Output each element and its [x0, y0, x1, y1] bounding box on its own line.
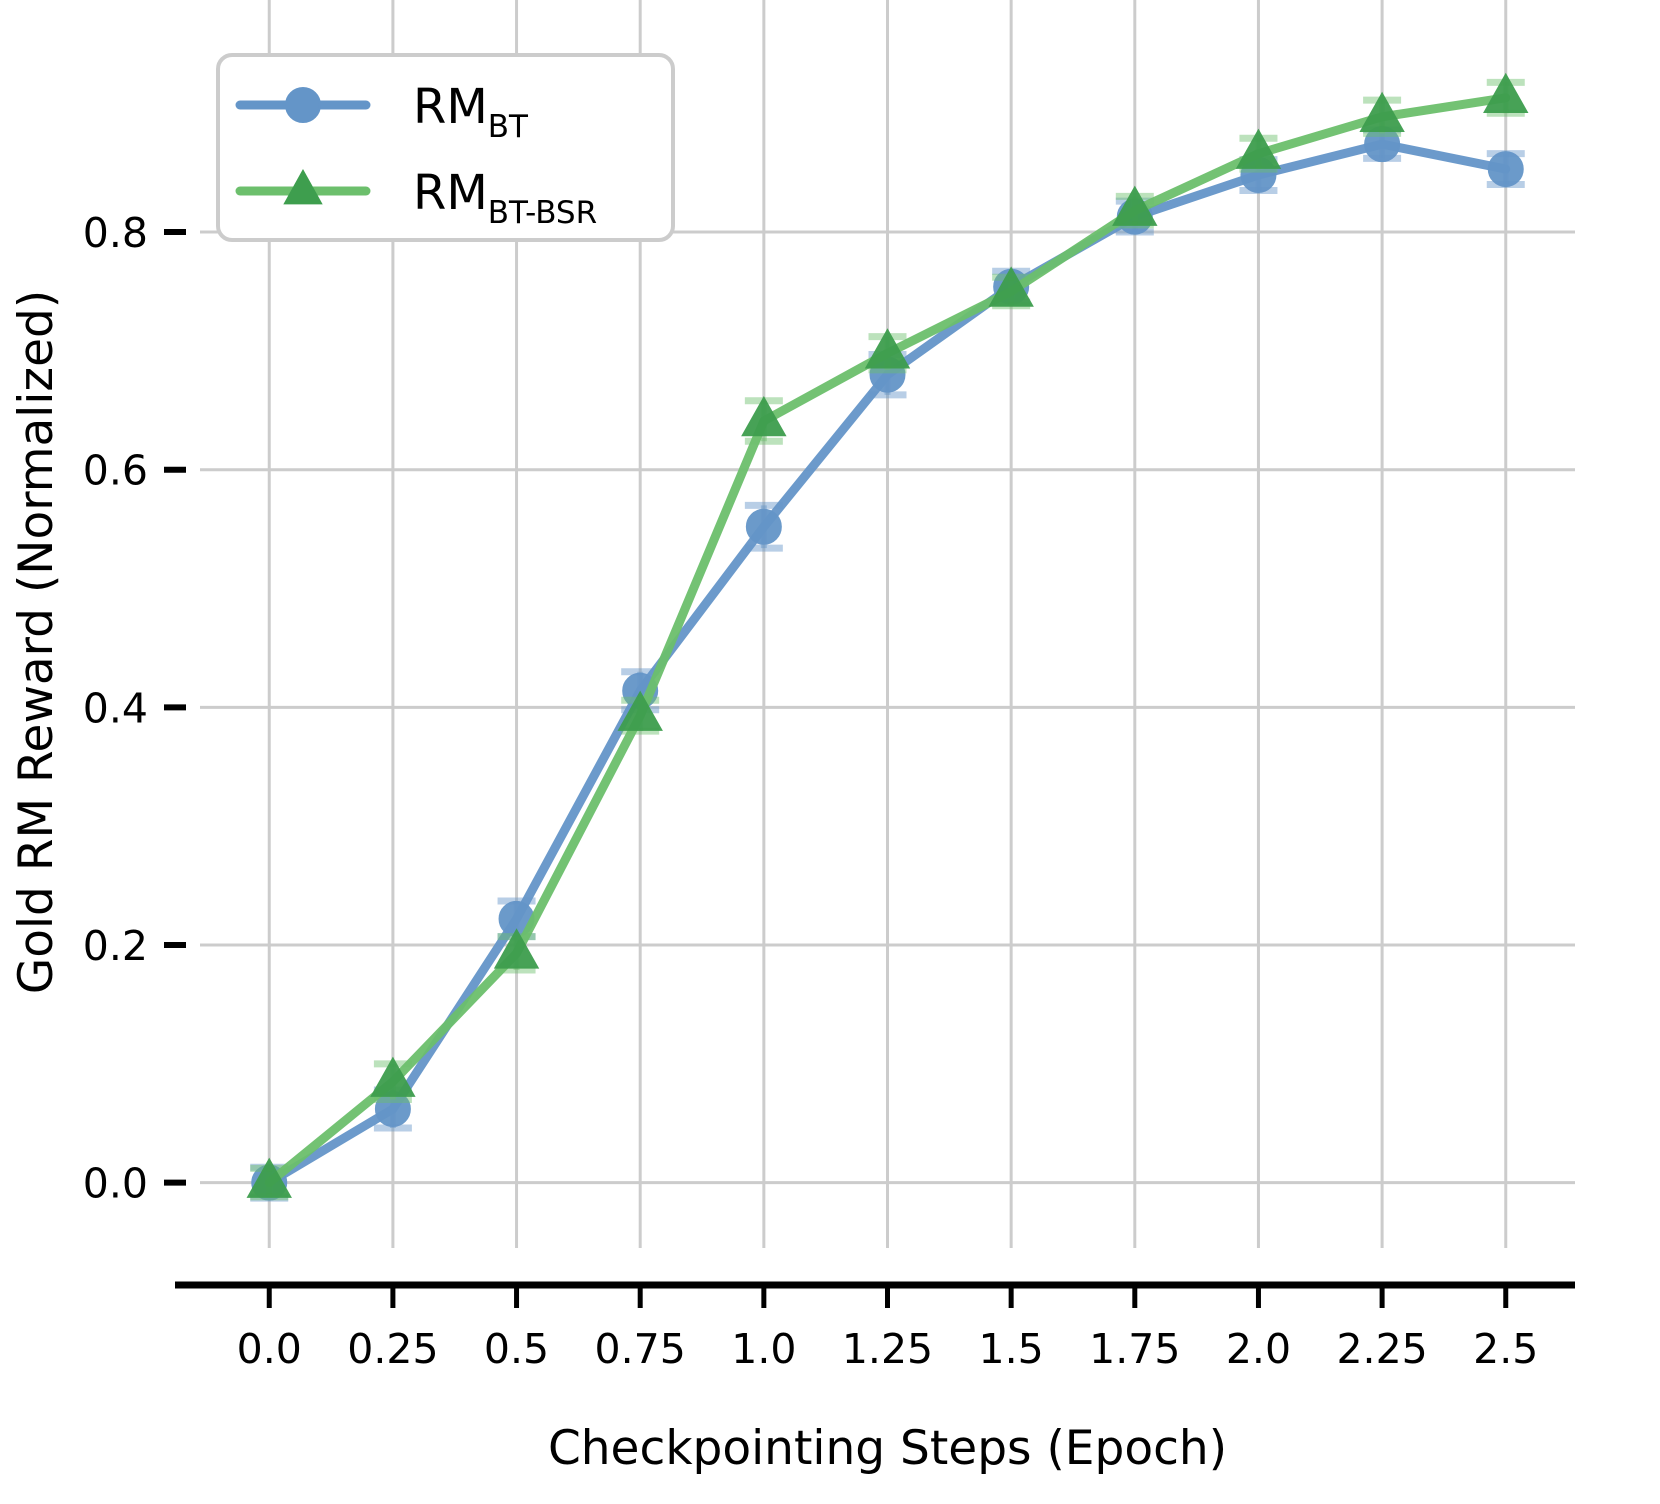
legend-label: RMBT-BSR	[413, 165, 597, 231]
data-point-triangle	[864, 328, 911, 369]
data-point-triangle	[741, 395, 787, 437]
data-point-triangle	[1483, 72, 1529, 114]
x-tick-label: 0.5	[484, 1325, 549, 1373]
x-tick-label: 1.0	[731, 1325, 796, 1373]
legend-marker-circle	[285, 87, 321, 123]
y-axis-label: Gold RM Reward (Normalized)	[9, 290, 64, 994]
legend-entry-0[interactable]: RMBT	[235, 79, 529, 145]
x-tick-label: 0.25	[347, 1325, 438, 1373]
legend-entry-1[interactable]: RMBT-BSR	[235, 165, 597, 231]
data-point-circle	[1487, 151, 1524, 188]
x-tick-label: 0.0	[237, 1325, 302, 1373]
x-axis-ticks: 0.0 0.25 0.5 0.75 1.0 1.25 1.5 1.75 2.0 2.25 2.5	[237, 1285, 1538, 1373]
x-tick-label: 0.75	[595, 1325, 686, 1373]
data-point-triangle	[617, 690, 663, 731]
legend-marker-triangle	[283, 168, 323, 205]
y-tick-label: 0.8	[83, 209, 148, 257]
data-point-triangle	[246, 1157, 292, 1198]
data-point-triangle	[1235, 128, 1282, 169]
data-point-triangle	[1359, 91, 1405, 133]
x-tick-label: 2.25	[1336, 1325, 1427, 1373]
data-point-triangle	[1112, 185, 1158, 226]
data-point-triangle	[370, 1056, 416, 1097]
data-point-triangle	[988, 266, 1034, 307]
y-tick-label: 0.4	[83, 684, 148, 732]
x-tick-label: 2.5	[1473, 1325, 1538, 1373]
x-tick-label: 2.0	[1226, 1325, 1291, 1373]
legend-label: RMBT	[413, 79, 529, 145]
series-rm-bt-bsr	[246, 72, 1529, 1201]
x-axis-label: Checkpointing Steps (Epoch)	[548, 1421, 1227, 1476]
x-tick-label: 1.25	[842, 1325, 933, 1373]
y-tick-label: 0.0	[83, 1160, 148, 1208]
x-tick-label: 1.5	[979, 1325, 1044, 1373]
data-point-triangle	[493, 928, 540, 969]
legend: RMBT RMBT-BSR	[216, 53, 675, 242]
y-tick-label: 0.2	[83, 922, 148, 970]
data-point-circle	[745, 508, 782, 545]
x-tick-label: 1.75	[1089, 1325, 1180, 1373]
y-tick-label: 0.6	[83, 447, 148, 495]
y-axis-ticks: 0.0 0.2 0.4 0.6 0.8	[83, 209, 186, 1208]
